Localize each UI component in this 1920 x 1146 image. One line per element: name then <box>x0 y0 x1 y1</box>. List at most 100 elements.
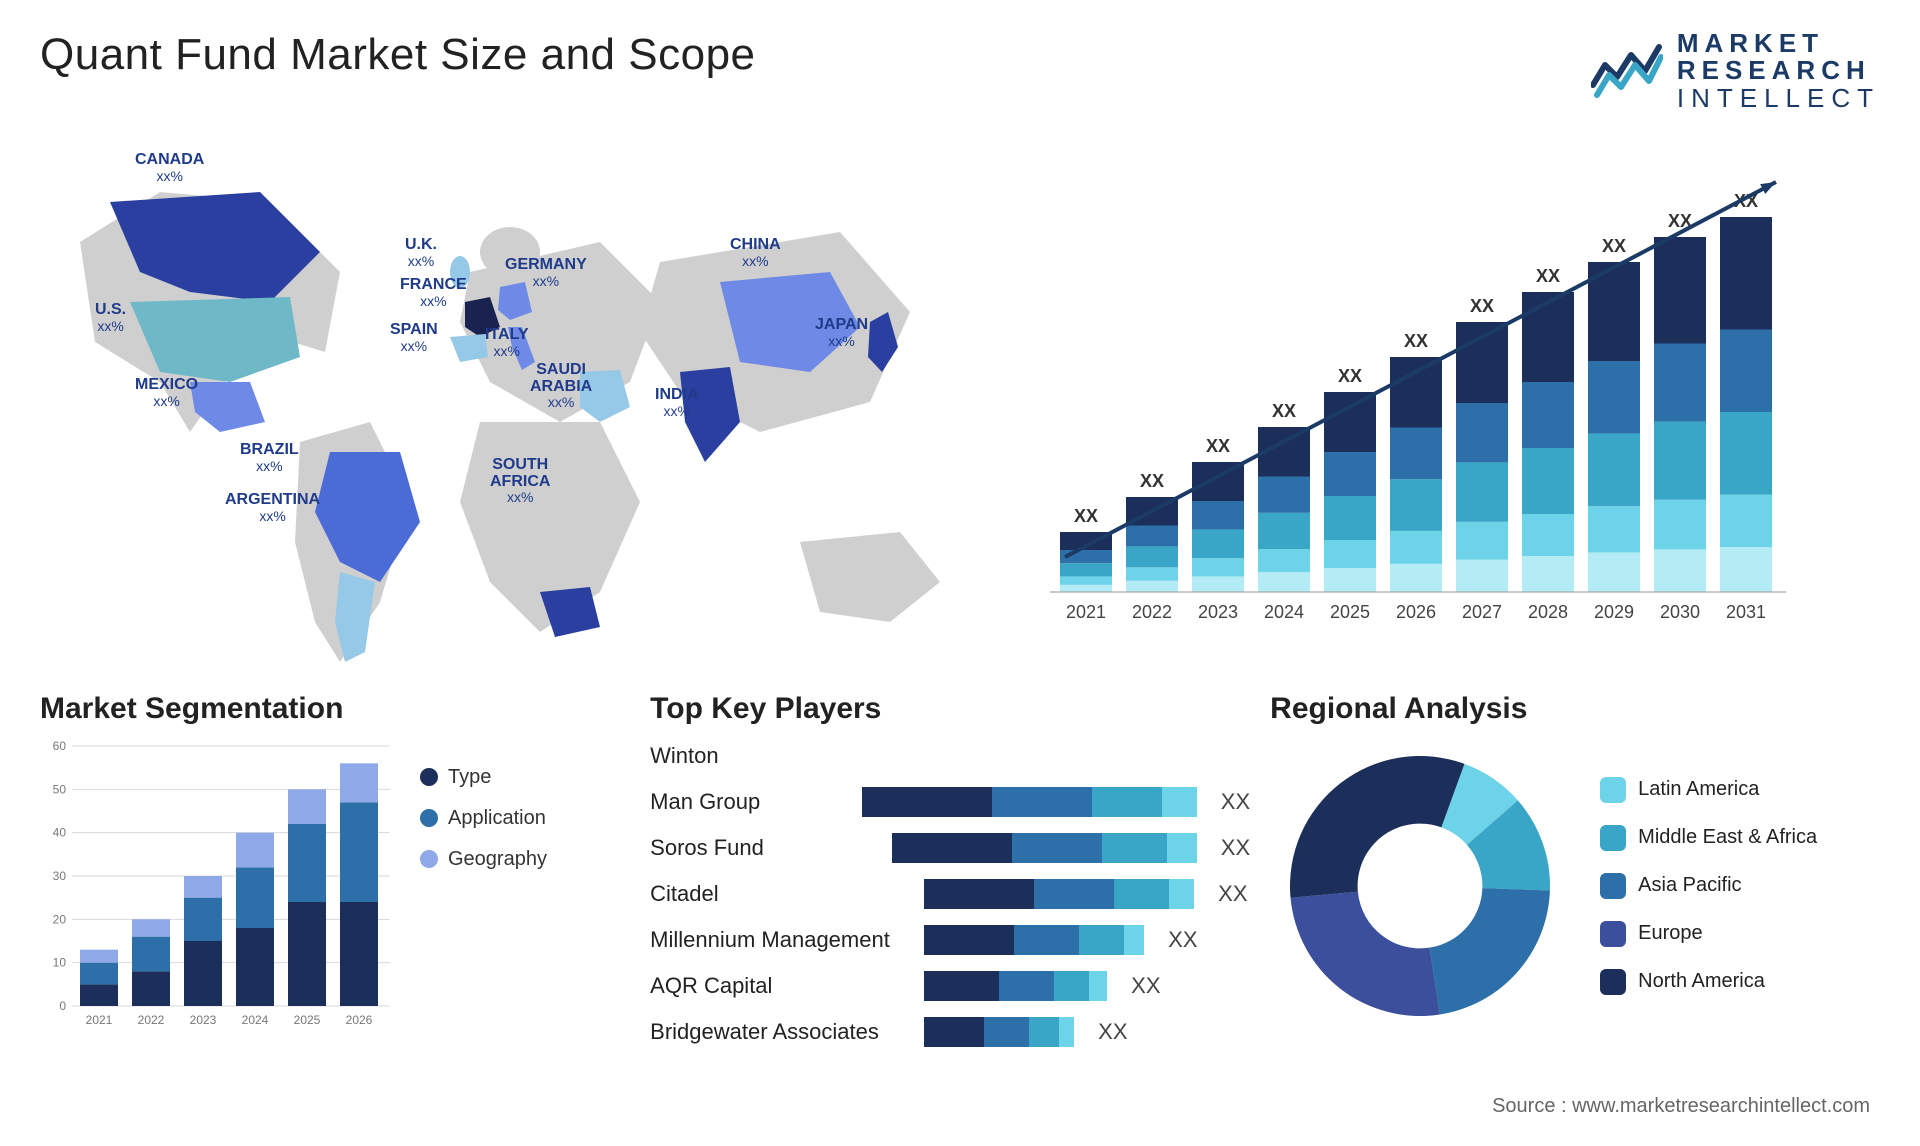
player-bar-segment <box>992 787 1092 817</box>
player-value: XX <box>1168 927 1197 953</box>
map-label: U.S.xx% <box>95 302 126 336</box>
player-bar-segment <box>1114 879 1169 909</box>
region-legend-item: Asia Pacific <box>1600 873 1817 899</box>
player-bar-segment <box>892 833 1012 863</box>
legend-label: Geography <box>448 848 547 871</box>
player-row: Bridgewater AssociatesXX <box>650 1012 1250 1052</box>
player-bar-segment <box>924 1017 984 1047</box>
map-label: MEXICOxx% <box>135 377 198 411</box>
map-label: FRANCExx% <box>400 277 467 311</box>
regional-title: Regional Analysis <box>1270 692 1880 726</box>
player-value: XX <box>1218 881 1247 907</box>
region-legend-item: Middle East & Africa <box>1600 825 1817 851</box>
map-label: JAPANxx% <box>815 317 868 351</box>
player-bar-segment <box>1167 833 1197 863</box>
map-label: CHINAxx% <box>730 237 781 271</box>
svg-text:10: 10 <box>53 956 67 970</box>
brand-mark-icon <box>1591 41 1663 101</box>
svg-text:2031: 2031 <box>1726 602 1766 622</box>
player-bar-segment <box>1169 879 1194 909</box>
player-bar-segment <box>1102 833 1167 863</box>
player-bar-segment <box>924 879 1034 909</box>
svg-text:2025: 2025 <box>294 1013 321 1027</box>
player-bar-segment <box>1162 787 1197 817</box>
player-row: Citadel XX <box>650 874 1250 914</box>
svg-text:2024: 2024 <box>242 1013 269 1027</box>
player-value: XX <box>1098 1019 1127 1045</box>
svg-text:2023: 2023 <box>190 1013 217 1027</box>
player-row: Millennium Management XX <box>650 920 1250 960</box>
segmentation-legend-item: Geography <box>420 848 547 871</box>
player-name: Soros Fund <box>650 835 878 861</box>
svg-text:XX: XX <box>1404 331 1428 351</box>
svg-text:2021: 2021 <box>1066 602 1106 622</box>
player-bar-segment <box>984 1017 1029 1047</box>
segmentation-panel: Market Segmentation 01020304050602021202… <box>40 692 630 1052</box>
legend-swatch <box>1600 873 1626 899</box>
player-name: Millennium Management <box>650 927 910 953</box>
region-legend-item: North America <box>1600 969 1817 995</box>
player-row: Winton <box>650 736 1250 776</box>
legend-swatch <box>420 850 438 868</box>
player-name: Man Group <box>650 789 848 815</box>
player-name: AQR Capital <box>650 973 910 999</box>
map-label: INDIAxx% <box>655 387 699 421</box>
map-label: ARGENTINAxx% <box>225 492 320 526</box>
players-panel: Top Key Players Winton Man Group XX Soros F… <box>650 692 1250 1052</box>
region-legend-item: Latin America <box>1600 777 1817 803</box>
player-bar-segment <box>924 971 999 1001</box>
svg-text:2029: 2029 <box>1594 602 1634 622</box>
player-bar-segment <box>1092 787 1162 817</box>
brand-logo: MARKET RESEARCH INTELLECT <box>1591 30 1880 112</box>
svg-text:XX: XX <box>1140 471 1164 491</box>
svg-text:2030: 2030 <box>1660 602 1700 622</box>
svg-text:2025: 2025 <box>1330 602 1370 622</box>
svg-text:2028: 2028 <box>1528 602 1568 622</box>
player-bar-segment <box>862 787 992 817</box>
player-name: Citadel <box>650 881 910 907</box>
svg-text:2022: 2022 <box>138 1013 165 1027</box>
page-title: Quant Fund Market Size and Scope <box>40 30 756 80</box>
svg-text:2021: 2021 <box>86 1013 113 1027</box>
brand-line3: INTELLECT <box>1677 85 1880 112</box>
player-row: Soros FundXX <box>650 828 1250 868</box>
svg-text:XX: XX <box>1206 436 1230 456</box>
player-bar <box>862 787 1197 817</box>
legend-swatch <box>1600 777 1626 803</box>
legend-label: Type <box>448 766 491 789</box>
player-bar-segment <box>1059 1017 1074 1047</box>
map-label: SOUTHAFRICAxx% <box>490 457 550 507</box>
svg-text:30: 30 <box>53 869 67 883</box>
players-title: Top Key Players <box>650 692 1250 726</box>
player-value: XX <box>1131 973 1160 999</box>
svg-text:40: 40 <box>53 826 67 840</box>
player-bar-segment <box>1124 925 1144 955</box>
svg-text:XX: XX <box>1536 266 1560 286</box>
regional-panel: Regional Analysis Latin America Middle Ea… <box>1270 692 1880 1052</box>
map-label: SAUDIARABIAxx% <box>530 362 592 412</box>
player-bar-segment <box>999 971 1054 1001</box>
player-value: XX <box>1221 789 1250 815</box>
map-label: SPAINxx% <box>390 322 438 356</box>
player-bar <box>924 925 1144 955</box>
player-bar-segment <box>1034 879 1114 909</box>
world-map-panel: CANADAxx%U.S.xx%MEXICOxx%BRAZILxx%ARGENT… <box>40 122 1000 682</box>
svg-text:XX: XX <box>1272 401 1296 421</box>
growth-chart-panel: XX2021XX2022XX2023XX2024XX2025XX2026XX20… <box>1000 122 1880 682</box>
legend-swatch <box>1600 969 1626 995</box>
legend-swatch <box>420 768 438 786</box>
segmentation-title: Market Segmentation <box>40 692 630 726</box>
player-bar <box>924 879 1194 909</box>
player-bar-segment <box>924 925 1014 955</box>
legend-label: North America <box>1638 970 1765 993</box>
legend-label: Europe <box>1638 922 1703 945</box>
player-bar-segment <box>1014 925 1079 955</box>
svg-text:50: 50 <box>53 782 67 796</box>
legend-swatch <box>1600 825 1626 851</box>
player-bar <box>892 833 1197 863</box>
legend-label: Latin America <box>1638 778 1759 801</box>
player-bar <box>924 971 1107 1001</box>
map-label: ITALYxx% <box>485 327 529 361</box>
segmentation-legend-item: Application <box>420 807 547 830</box>
svg-text:2024: 2024 <box>1264 602 1304 622</box>
